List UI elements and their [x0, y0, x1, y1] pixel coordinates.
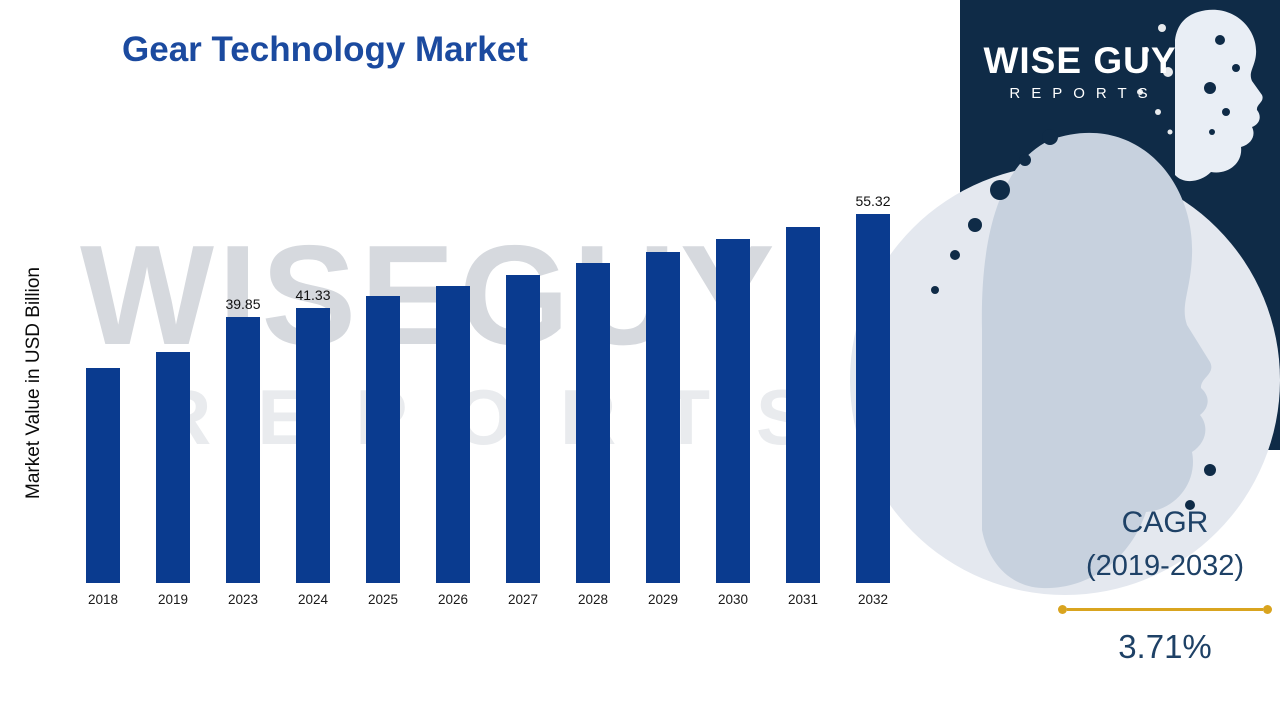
bar-2026: [436, 286, 470, 583]
bar-column-2018: [68, 183, 138, 583]
bar-value-label-2023: 39.85: [225, 296, 261, 313]
x-axis-label-2023: 2023: [227, 592, 259, 607]
x-axis-label-2030: 2030: [717, 592, 749, 607]
cagr-value: 3.71%: [1118, 628, 1212, 665]
face-profile-graphic: [981, 132, 1212, 589]
bar-2032: [856, 214, 890, 583]
logo-wordmark: WISE GUY: [983, 40, 1177, 81]
bar-value-label-2032: 55.32: [855, 193, 891, 210]
x-axis-label-2025: 2025: [367, 592, 399, 607]
x-axis-label-2028: 2028: [577, 592, 609, 607]
bar-2019: [156, 352, 190, 583]
bar-column-2031: [768, 183, 838, 583]
bar-column-2024: 41.33: [278, 183, 348, 583]
bar-value-label-2024: 41.33: [295, 286, 331, 303]
logo-dot-pattern: [1137, 24, 1240, 135]
cagr-label: CAGR: [1121, 506, 1209, 539]
dot-pattern: [931, 129, 1216, 510]
bar-2025: [366, 296, 400, 583]
logo-face-icon: [1175, 9, 1263, 182]
brand-panel-graphic: [850, 0, 1280, 595]
cagr-range: (2019-2032): [1086, 550, 1244, 582]
x-axis-label-2018: 2018: [87, 592, 119, 607]
bar-2027: [506, 275, 540, 583]
page-title: Gear Technology Market: [122, 30, 528, 69]
logo-reports-line: REPORTS: [1009, 85, 1159, 102]
x-axis-label-2026: 2026: [437, 592, 469, 607]
cagr-divider: [1058, 605, 1272, 614]
bar-2030: [716, 239, 750, 583]
y-axis-title-wrap: Market Value in USD Billion: [14, 183, 54, 583]
bar-2018: [86, 367, 120, 583]
bar-2028: [576, 263, 610, 583]
bar-column-2032: 55.32: [838, 183, 908, 583]
bar-2029: [646, 252, 680, 583]
x-axis-labels: 2018 2019 2023 2024 2025 2026 2027 2028 2029 2030…: [68, 592, 908, 607]
bar-column-2023: 39.85: [208, 183, 278, 583]
x-axis-label-2029: 2029: [647, 592, 679, 607]
watermark-line2: REPORTS: [155, 373, 855, 461]
bar-column-2027: [488, 183, 558, 583]
cagr-block: CAGR (2019-2032) 3.71%: [1058, 506, 1272, 666]
divider-right-dot: [1263, 605, 1272, 614]
bar-2031: [786, 227, 820, 583]
bar-column-2029: [628, 183, 698, 583]
x-axis-label-2027: 2027: [507, 592, 539, 607]
x-axis-label-2019: 2019: [157, 592, 189, 607]
divider-left-dot: [1058, 605, 1067, 614]
bar-2023: [226, 317, 260, 583]
y-axis-title: Market Value in USD Billion: [23, 267, 44, 499]
bar-column-2026: [418, 183, 488, 583]
x-axis-label-2032: 2032: [857, 592, 889, 607]
x-axis-label-2024: 2024: [297, 592, 329, 607]
bar-column-2025: [348, 183, 418, 583]
bar-column-2028: [558, 183, 628, 583]
bar-2024: [296, 307, 330, 583]
divider-rule: [1067, 608, 1263, 611]
x-axis-label-2031: 2031: [787, 592, 819, 607]
bar-column-2030: [698, 183, 768, 583]
logo: WISE GUY REPORTS: [975, 40, 1185, 102]
bar-column-2019: [138, 183, 208, 583]
bar-plot: 39.85 41.33 55.32: [68, 183, 908, 583]
